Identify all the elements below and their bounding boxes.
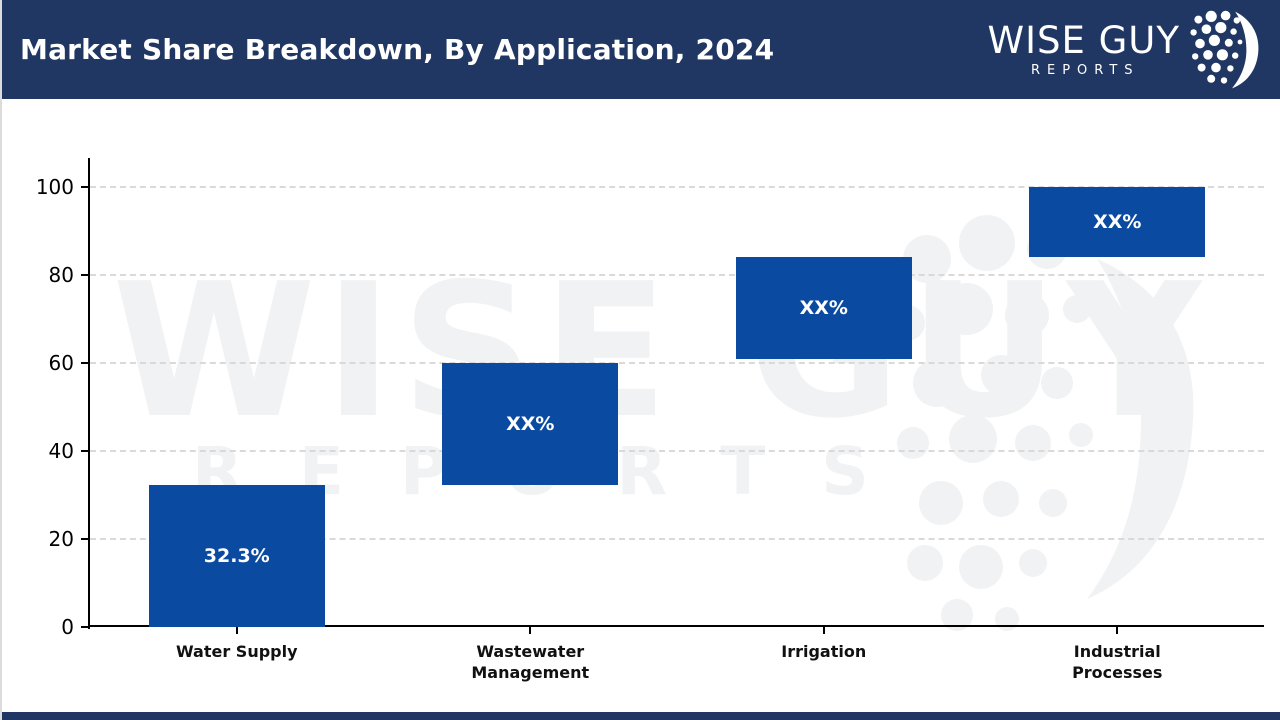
y-tick-mark bbox=[81, 362, 88, 364]
y-tick-label: 0 bbox=[61, 615, 74, 639]
x-tick-label: Wastewater Management bbox=[471, 642, 590, 682]
gridline-40 bbox=[90, 450, 1264, 452]
x-tick-mark bbox=[235, 627, 238, 634]
x-tick-label: Industrial Processes bbox=[1072, 642, 1163, 682]
chart-area: WISE GUY REPORTS 02040608010032.3%XX%XX%… bbox=[2, 99, 1280, 712]
gridline-20 bbox=[90, 538, 1264, 540]
x-tick-mark bbox=[529, 627, 532, 634]
x-tick-mark bbox=[822, 627, 825, 634]
bar-value-label: XX% bbox=[799, 296, 848, 319]
x-tick-label: Irrigation bbox=[781, 642, 867, 661]
watermark-face-icon bbox=[889, 215, 1194, 631]
y-tick-mark bbox=[81, 186, 88, 188]
y-tick-mark bbox=[81, 626, 88, 628]
bar-value-label: 32.3% bbox=[203, 544, 270, 567]
wiseguy-logo: WISE GUY REPORTS bbox=[988, 6, 1264, 94]
bar-water-supply: 32.3% bbox=[148, 484, 325, 627]
y-tick-mark bbox=[81, 450, 88, 452]
bar-irrigation: XX% bbox=[735, 257, 912, 359]
watermark-wordmark: WISE GUY bbox=[112, 243, 1209, 459]
y-tick-label: 40 bbox=[48, 439, 74, 463]
gridline-60 bbox=[90, 362, 1264, 364]
y-tick-label: 60 bbox=[48, 351, 74, 375]
gridline-80 bbox=[90, 274, 1264, 276]
x-tick-mark bbox=[1116, 627, 1119, 634]
x-axis-spine bbox=[88, 625, 1264, 627]
y-tick-label: 100 bbox=[35, 175, 74, 199]
bar-wastewater-management: XX% bbox=[442, 363, 619, 485]
y-tick-mark bbox=[81, 538, 88, 540]
y-tick-label: 80 bbox=[48, 263, 74, 287]
logo-subtitle: REPORTS bbox=[1030, 62, 1140, 78]
x-tick-label: Water Supply bbox=[175, 642, 298, 661]
chart-title: Market Share Breakdown, By Application, … bbox=[20, 33, 775, 66]
footer-bar bbox=[2, 712, 1280, 720]
header: Market Share Breakdown, By Application, … bbox=[2, 0, 1280, 99]
wiseguy-face-icon bbox=[1190, 10, 1259, 88]
logo-text: WISE GUY REPORTS bbox=[988, 22, 1180, 78]
logo-wordmark: WISE GUY bbox=[987, 18, 1180, 62]
gridline-100 bbox=[90, 186, 1264, 188]
bar-value-label: XX% bbox=[506, 412, 555, 435]
plot-area: 0 20 40 60 80 100 32.3% XX% XX% XX% Water Supply Wa… bbox=[36, 150, 1264, 682]
y-tick-mark bbox=[81, 274, 88, 276]
y-axis-spine bbox=[88, 158, 90, 629]
bar-industrial-processes: XX% bbox=[1029, 187, 1206, 258]
y-tick-label: 20 bbox=[48, 527, 74, 551]
bar-value-label: XX% bbox=[1093, 211, 1142, 234]
